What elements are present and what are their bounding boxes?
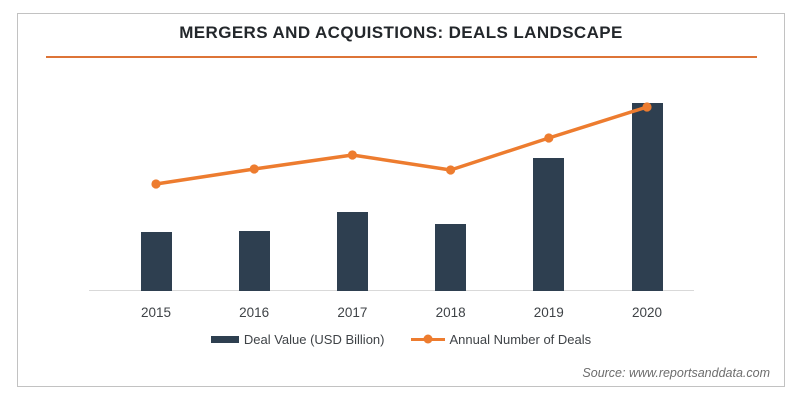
annual-deals-line: [154, 105, 649, 186]
annual-deals-point-2018: [446, 165, 456, 175]
legend-item-annual-deals: Annual Number of Deals: [410, 331, 592, 347]
title-underline-rule: [46, 56, 757, 58]
x-axis-label-2019: 2019: [533, 305, 564, 320]
legend-label-annual-deals: Annual Number of Deals: [449, 331, 592, 347]
x-axis-label-2017: 2017: [337, 305, 368, 320]
line-swatch-icon: [410, 334, 445, 344]
annual-deals-point-2017: [347, 150, 357, 160]
annual-deals-point-2016: [249, 164, 259, 174]
chart-card: MERGERS AND ACQUISTIONS: DEALS LANDSCAPE…: [17, 13, 785, 387]
bar-2015: [140, 232, 172, 291]
legend-item-deal-value: Deal Value (USD Billion): [210, 331, 385, 347]
bar-2017: [336, 212, 368, 291]
annual-deals-point-2019: [544, 133, 554, 143]
annual-deals-point-2015: [151, 179, 161, 189]
chart-title: MERGERS AND ACQUISTIONS: DEALS LANDSCAPE: [179, 23, 623, 42]
source-attribution: Source: www.reportsanddata.com: [582, 366, 770, 380]
bar-2016: [238, 231, 270, 291]
x-axis-label-2018: 2018: [435, 305, 466, 320]
legend: Deal Value (USD Billion) Annual Number o…: [18, 330, 784, 348]
x-axis-line: [89, 290, 694, 291]
bar-2018: [435, 224, 467, 291]
legend-label-deal-value: Deal Value (USD Billion): [243, 331, 385, 347]
bar-2020: [631, 103, 663, 291]
bar-2019: [533, 158, 565, 291]
x-axis-label-2020: 2020: [631, 305, 663, 320]
x-axis-label-2016: 2016: [239, 305, 270, 320]
bar-swatch-icon: [210, 335, 239, 343]
x-axis-label-2015: 2015: [140, 305, 172, 320]
line-marker-dot-icon: [423, 334, 432, 344]
